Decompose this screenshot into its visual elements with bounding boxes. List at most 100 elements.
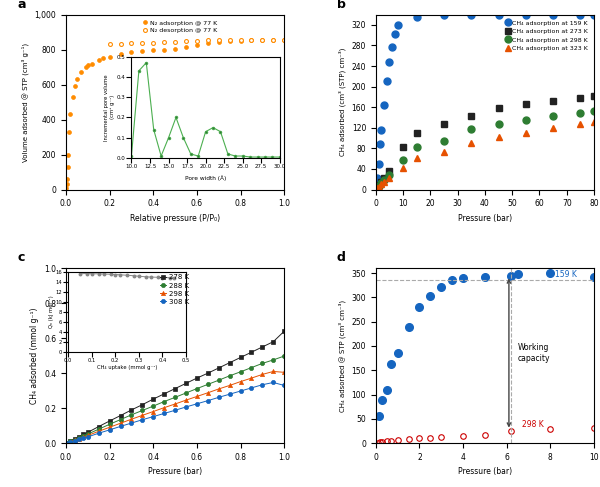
298 K bbox=[172, 401, 179, 407]
CH₄ adsorption at 323 K bbox=[375, 184, 382, 190]
CH₄ adsorption at 298 K bbox=[522, 117, 529, 123]
N₂ desorption @ 77 K bbox=[106, 41, 113, 47]
N₂ adsorption @ 77 K bbox=[84, 62, 91, 68]
308 K bbox=[204, 398, 211, 404]
CH₄ adsorption at 323 K bbox=[550, 125, 557, 131]
288 K bbox=[226, 373, 233, 379]
CH₄ adsorption at 273 K bbox=[467, 113, 475, 119]
298 K bbox=[84, 432, 91, 438]
CH₄ adsorption at 159 K bbox=[373, 181, 380, 187]
278 K bbox=[161, 391, 168, 397]
N₂ adsorption @ 77 K bbox=[237, 38, 244, 44]
CH₄ adsorption at 298 K bbox=[380, 177, 388, 183]
Legend: 278 K, 288 K, 298 K, 308 K: 278 K, 288 K, 298 K, 308 K bbox=[157, 272, 191, 307]
278 K bbox=[139, 402, 146, 408]
N₂ desorption @ 77 K bbox=[259, 37, 266, 43]
308 K bbox=[62, 440, 70, 446]
N₂ adsorption @ 77 K bbox=[128, 49, 135, 55]
X-axis label: Relative pressure (P/P₀): Relative pressure (P/P₀) bbox=[130, 214, 220, 223]
298 K bbox=[269, 369, 277, 375]
CH₄ adsorption at 323 K bbox=[590, 119, 598, 125]
278 K bbox=[128, 407, 135, 413]
CH₄ adsorption at 159 K bbox=[495, 12, 502, 18]
CH₄ adsorption at 273 K bbox=[373, 186, 380, 192]
N₂ adsorption @ 77 K bbox=[69, 94, 76, 100]
CH₄ adsorption at 159 K bbox=[389, 43, 396, 49]
N₂ adsorption @ 77 K bbox=[269, 37, 277, 43]
308 K bbox=[67, 439, 74, 445]
298 K bbox=[76, 436, 83, 442]
N₂ adsorption @ 77 K bbox=[182, 44, 190, 50]
288 K bbox=[76, 435, 83, 441]
X-axis label: Pressure (bar): Pressure (bar) bbox=[458, 468, 512, 476]
N₂ adsorption @ 77 K bbox=[65, 129, 73, 135]
N₂ adsorption @ 77 K bbox=[259, 37, 266, 43]
308 K bbox=[248, 385, 255, 391]
Text: a: a bbox=[18, 0, 26, 11]
308 K bbox=[95, 431, 103, 436]
Line: 288 K: 288 K bbox=[64, 354, 286, 445]
N₂ desorption @ 77 K bbox=[161, 39, 168, 45]
278 K bbox=[226, 360, 233, 366]
N₂ desorption @ 77 K bbox=[237, 37, 244, 43]
278 K bbox=[237, 355, 244, 360]
298 K bbox=[259, 372, 266, 377]
N₂ adsorption @ 77 K bbox=[215, 39, 223, 45]
298 K bbox=[149, 409, 157, 414]
298 K bbox=[281, 370, 288, 375]
N₂ desorption @ 77 K bbox=[281, 37, 288, 43]
288 K bbox=[237, 369, 244, 375]
308 K bbox=[106, 427, 113, 433]
278 K bbox=[248, 349, 255, 355]
Y-axis label: Volume adsorbed @ STP (cm³ g⁻¹): Volume adsorbed @ STP (cm³ g⁻¹) bbox=[22, 42, 29, 162]
CH₄ adsorption at 159 K bbox=[383, 78, 391, 84]
278 K bbox=[95, 424, 103, 430]
278 K bbox=[76, 434, 83, 440]
CH₄ adsorption at 159 K bbox=[440, 12, 448, 18]
N₂ adsorption @ 77 K bbox=[204, 40, 211, 46]
CH₄ adsorption at 159 K bbox=[467, 12, 475, 18]
278 K bbox=[80, 431, 87, 437]
308 K bbox=[71, 438, 79, 444]
N₂ adsorption @ 77 K bbox=[64, 164, 71, 169]
288 K bbox=[95, 426, 103, 432]
N₂ adsorption @ 77 K bbox=[63, 181, 70, 187]
Text: Working
capacity: Working capacity bbox=[518, 343, 550, 363]
CH₄ adsorption at 323 K bbox=[386, 175, 393, 181]
Y-axis label: CH₄ adsorbed @ STP (cm³ cm⁻³): CH₄ adsorbed @ STP (cm³ cm⁻³) bbox=[338, 300, 346, 412]
CH₄ adsorption at 298 K bbox=[413, 145, 421, 150]
288 K bbox=[182, 390, 190, 396]
N₂ adsorption @ 77 K bbox=[172, 46, 179, 52]
278 K bbox=[71, 436, 79, 442]
278 K bbox=[172, 386, 179, 392]
278 K bbox=[204, 370, 211, 376]
CH₄ adsorption at 273 K bbox=[550, 98, 557, 104]
N₂ adsorption @ 77 K bbox=[62, 185, 70, 191]
CH₄ adsorption at 159 K bbox=[391, 31, 398, 37]
288 K bbox=[149, 403, 157, 409]
CH₄ adsorption at 323 K bbox=[400, 165, 407, 171]
Line: 278 K: 278 K bbox=[64, 329, 286, 445]
308 K bbox=[128, 420, 135, 426]
CH₄ adsorption at 159 K bbox=[376, 141, 383, 147]
N₂ desorption @ 77 K bbox=[182, 38, 190, 44]
288 K bbox=[281, 353, 288, 359]
298 K bbox=[161, 405, 168, 411]
288 K bbox=[62, 440, 70, 446]
288 K bbox=[128, 412, 135, 418]
CH₄ adsorption at 323 K bbox=[467, 140, 475, 146]
N₂ adsorption @ 77 K bbox=[95, 57, 103, 63]
CH₄ adsorption at 273 K bbox=[413, 130, 421, 136]
308 K bbox=[182, 404, 190, 410]
278 K bbox=[62, 440, 70, 446]
288 K bbox=[84, 431, 91, 437]
CH₄ adsorption at 323 K bbox=[377, 182, 385, 187]
308 K bbox=[215, 394, 223, 400]
Line: N₂ adsorption @ 77 K: N₂ adsorption @ 77 K bbox=[64, 38, 286, 190]
CH₄ adsorption at 323 K bbox=[380, 179, 388, 185]
N₂ desorption @ 77 K bbox=[172, 38, 179, 44]
298 K bbox=[139, 412, 146, 418]
288 K bbox=[161, 399, 168, 405]
CH₄ adsorption at 323 K bbox=[495, 134, 502, 140]
Line: CH₄ adsorption at 273 K: CH₄ adsorption at 273 K bbox=[373, 93, 597, 192]
